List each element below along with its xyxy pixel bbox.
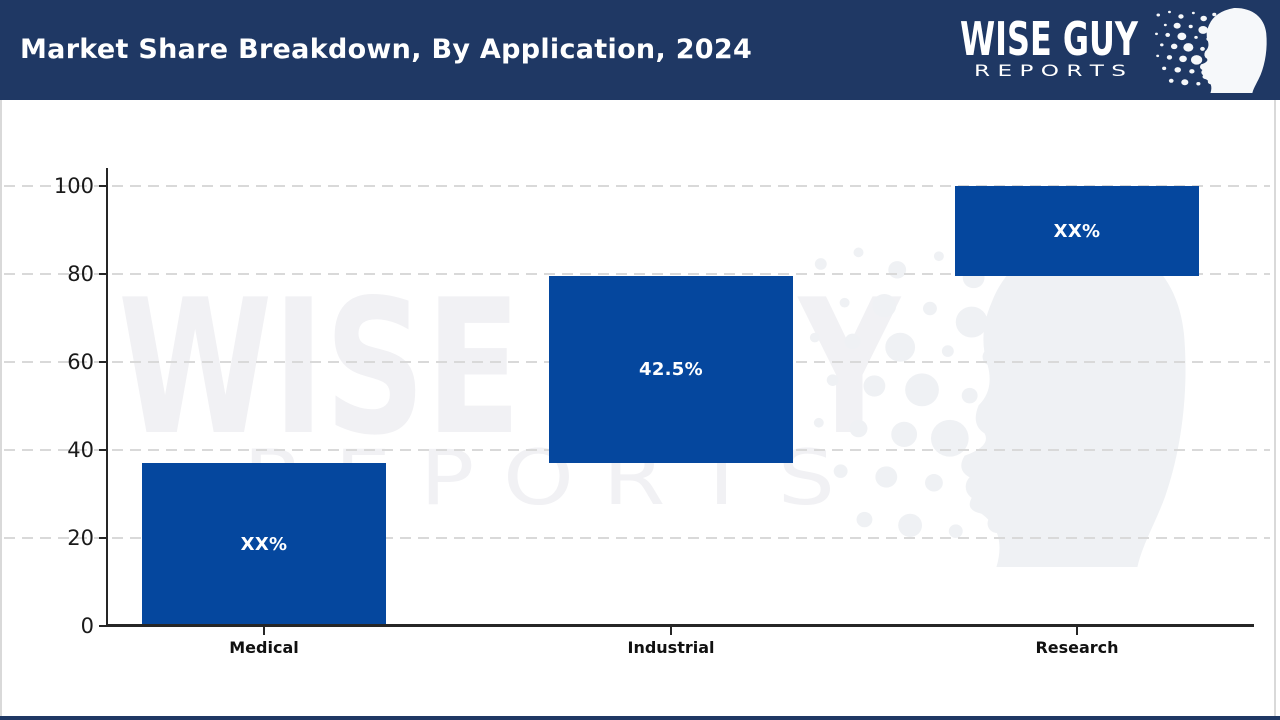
y-tick-label-80: 80	[67, 262, 94, 286]
wiseguy-face-icon	[1155, 7, 1267, 93]
watermark-face-icon	[809, 236, 1186, 567]
y-tick-20	[99, 537, 107, 539]
bar-label-research: XX%	[1053, 220, 1101, 242]
y-tick-label-20: 20	[67, 526, 94, 550]
bar-industrial: 42.5%	[549, 276, 793, 464]
y-tick-40	[99, 449, 107, 451]
y-tick-60	[99, 361, 107, 363]
y-tick-label-60: 60	[67, 350, 94, 374]
logo-subtext: R E P O R T S	[974, 61, 1126, 80]
bar-medical: XX%	[142, 463, 386, 626]
y-tick-0	[99, 625, 107, 627]
bar-label-industrial: 42.5%	[639, 359, 703, 381]
x-axis-spine	[106, 624, 1254, 627]
chart-title: Market Share Breakdown, By Application, …	[20, 34, 753, 65]
x-tick-research	[1076, 627, 1078, 635]
gridline-100	[4, 185, 1270, 187]
y-tick-label-0: 0	[80, 614, 94, 638]
footer-bar	[0, 716, 1280, 720]
wiseguy-logo: WISE GUY R E P O R T S	[960, 7, 1267, 93]
right-border-line	[1274, 100, 1276, 716]
header-bar: Market Share Breakdown, By Application, …	[0, 0, 1280, 100]
gridline-80	[4, 273, 1270, 275]
x-tick-medical	[263, 627, 265, 635]
y-tick-label-100: 100	[53, 174, 94, 198]
logo-wordmark: WISE GUY	[960, 12, 1138, 66]
left-border-line	[0, 100, 2, 716]
chart-area: WISE GUY R E P O R T S 0 20 40 60 80 100 XX% Me…	[0, 100, 1280, 716]
gridline-20	[4, 537, 1270, 539]
y-tick-80	[99, 273, 107, 275]
y-tick-100	[99, 185, 107, 187]
bar-research: XX%	[955, 186, 1199, 277]
category-label-research: Research	[1035, 638, 1119, 657]
y-axis-spine	[106, 168, 108, 627]
category-label-industrial: Industrial	[627, 638, 715, 657]
y-tick-label-40: 40	[67, 438, 94, 462]
x-tick-industrial	[670, 627, 672, 635]
bar-label-medical: XX%	[240, 534, 288, 556]
category-label-medical: Medical	[229, 638, 299, 657]
